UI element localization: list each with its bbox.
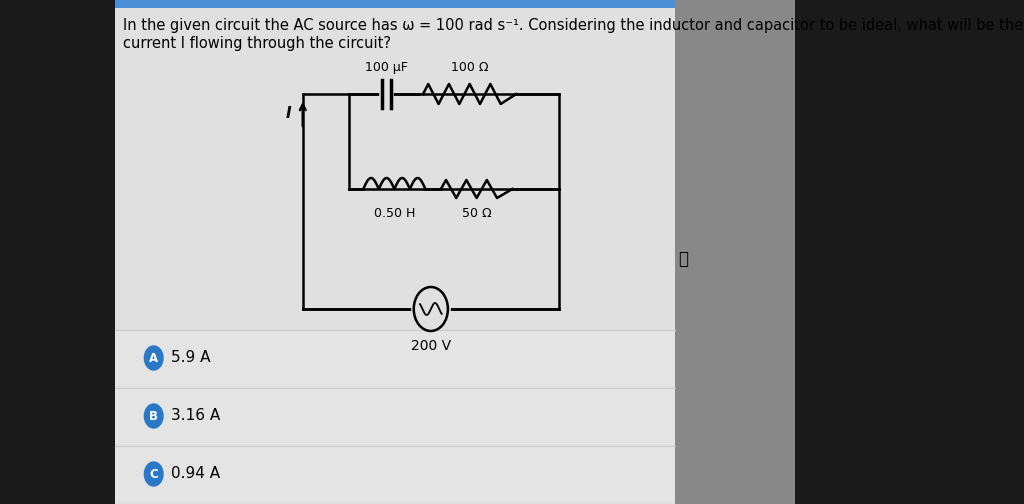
Bar — [115, 0, 676, 504]
Text: 5.9 A: 5.9 A — [171, 350, 210, 365]
Text: C: C — [150, 468, 158, 480]
Bar — [115, 388, 676, 444]
Bar — [676, 0, 795, 504]
Text: 100 μF: 100 μF — [366, 61, 408, 74]
Circle shape — [414, 287, 447, 331]
Circle shape — [144, 346, 163, 370]
Text: 50 Ω: 50 Ω — [462, 207, 492, 220]
Text: 0.94 A: 0.94 A — [171, 467, 220, 481]
Bar — [115, 0, 676, 8]
Text: current I flowing through the circuit?: current I flowing through the circuit? — [123, 36, 390, 51]
Text: ⌛: ⌛ — [678, 250, 688, 268]
Text: B: B — [150, 409, 158, 422]
Text: 100 Ω: 100 Ω — [451, 61, 488, 74]
Text: 3.16 A: 3.16 A — [171, 409, 220, 423]
Circle shape — [144, 462, 163, 486]
Bar — [115, 446, 676, 502]
Text: A: A — [150, 351, 159, 364]
Circle shape — [144, 404, 163, 428]
Text: 200 V: 200 V — [411, 339, 451, 353]
Text: I: I — [286, 106, 291, 121]
Text: In the given circuit the AC source has ω = 100 rad s⁻¹. Considering the inductor: In the given circuit the AC source has ω… — [123, 18, 1023, 33]
Text: 0.50 H: 0.50 H — [374, 207, 415, 220]
Bar — [115, 330, 676, 386]
